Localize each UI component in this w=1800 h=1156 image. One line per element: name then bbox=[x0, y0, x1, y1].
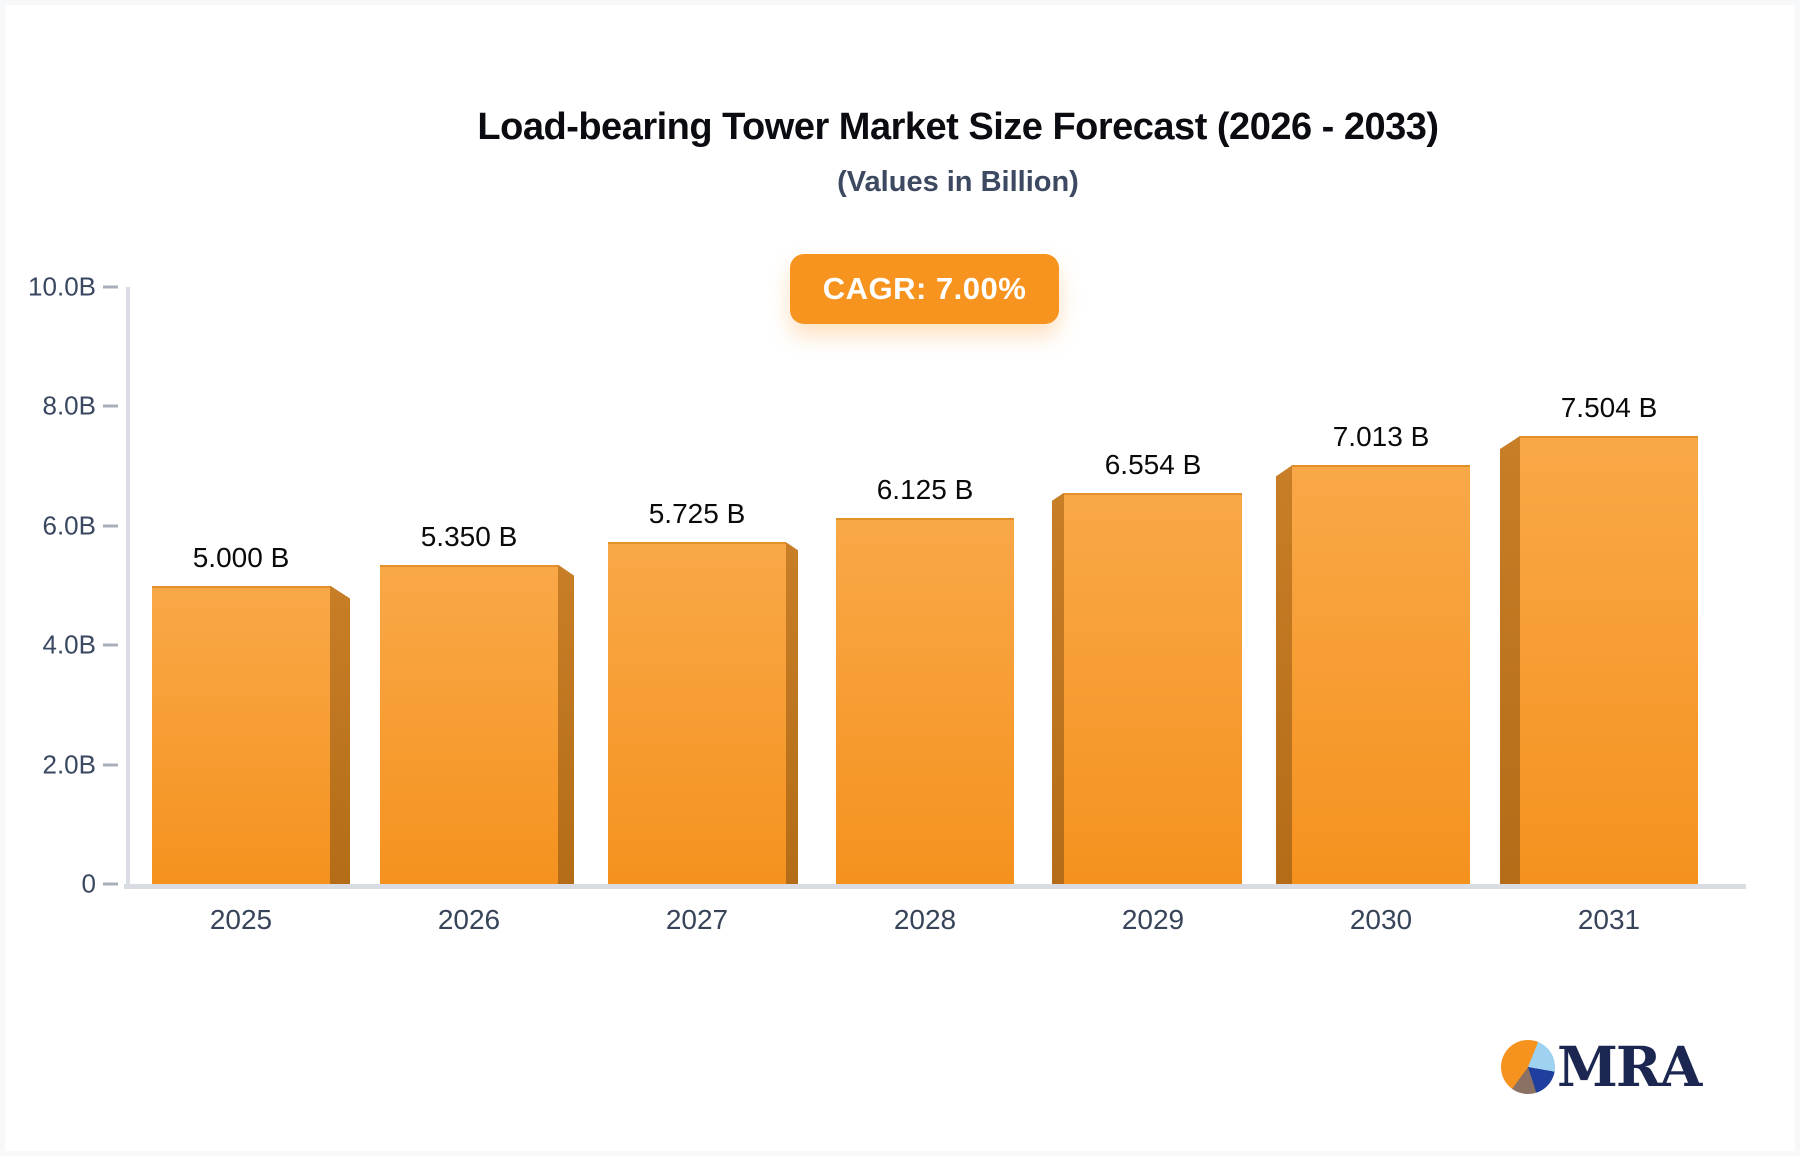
x-tick-label: 2030 bbox=[1349, 904, 1413, 935]
x-tick-label: 2025 bbox=[209, 904, 273, 935]
bar-3d-side bbox=[1500, 436, 1520, 884]
bar-3d-side bbox=[1276, 465, 1292, 884]
bar-2025 bbox=[152, 585, 330, 884]
bar-2027 bbox=[608, 542, 786, 884]
bar-2029 bbox=[1064, 492, 1242, 884]
x-tick-label: 2029 bbox=[1121, 904, 1185, 935]
bar-value-label: 7.504 B bbox=[1560, 392, 1658, 423]
y-tick-label: 4.0B bbox=[42, 629, 97, 660]
bar-value-label: 6.554 B bbox=[1104, 448, 1202, 480]
cagr-badge: CAGR: 7.00% bbox=[790, 254, 1059, 324]
logo-text: MRA bbox=[1557, 1034, 1702, 1099]
y-tick-mark bbox=[103, 404, 118, 408]
bar-2026 bbox=[380, 564, 558, 884]
x-tick-label: 2027 bbox=[665, 904, 729, 935]
y-axis-line bbox=[126, 287, 130, 888]
y-tick-mark bbox=[103, 763, 118, 767]
bar-value-label: 5.000 B bbox=[192, 541, 290, 573]
y-tick-mark bbox=[103, 882, 118, 886]
bar-value-label: 5.350 B bbox=[420, 520, 518, 552]
pie-chart-logo-icon bbox=[1501, 1040, 1555, 1094]
x-tick-label: 2028 bbox=[893, 904, 957, 935]
bar-2028 bbox=[836, 518, 1014, 884]
bar-3d-side bbox=[330, 585, 350, 884]
bar-2031 bbox=[1520, 436, 1698, 884]
bar-value-label: 5.725 B bbox=[648, 498, 746, 530]
chart-subtitle: (Values in Billion) bbox=[837, 166, 1079, 198]
bar-3d-side bbox=[558, 564, 574, 884]
y-tick-mark bbox=[103, 285, 118, 289]
y-tick-label: 10.0B bbox=[28, 271, 96, 302]
y-tick-label: 8.0B bbox=[42, 390, 97, 421]
y-tick-mark bbox=[103, 643, 118, 647]
bar-value-label: 7.013 B bbox=[1332, 421, 1430, 453]
x-tick-label: 2026 bbox=[437, 904, 501, 935]
y-tick-label: 2.0B bbox=[42, 749, 97, 780]
bar-3d-side bbox=[786, 542, 798, 884]
x-tick-label: 2031 bbox=[1577, 904, 1641, 935]
y-tick-label: 6.0B bbox=[42, 510, 97, 541]
bar-3d-side bbox=[1052, 492, 1064, 884]
bar-value-label: 6.125 B bbox=[876, 474, 974, 506]
y-tick-mark bbox=[103, 524, 118, 528]
mra-logo: MRA bbox=[1501, 1034, 1702, 1099]
chart-title: Load-bearing Tower Market Size Forecast … bbox=[477, 106, 1439, 148]
cagr-badge-label: CAGR: 7.00% bbox=[822, 271, 1027, 306]
bar-2030 bbox=[1292, 465, 1470, 884]
x-axis-baseline bbox=[124, 884, 1746, 889]
y-tick-label: 0 bbox=[81, 868, 96, 899]
